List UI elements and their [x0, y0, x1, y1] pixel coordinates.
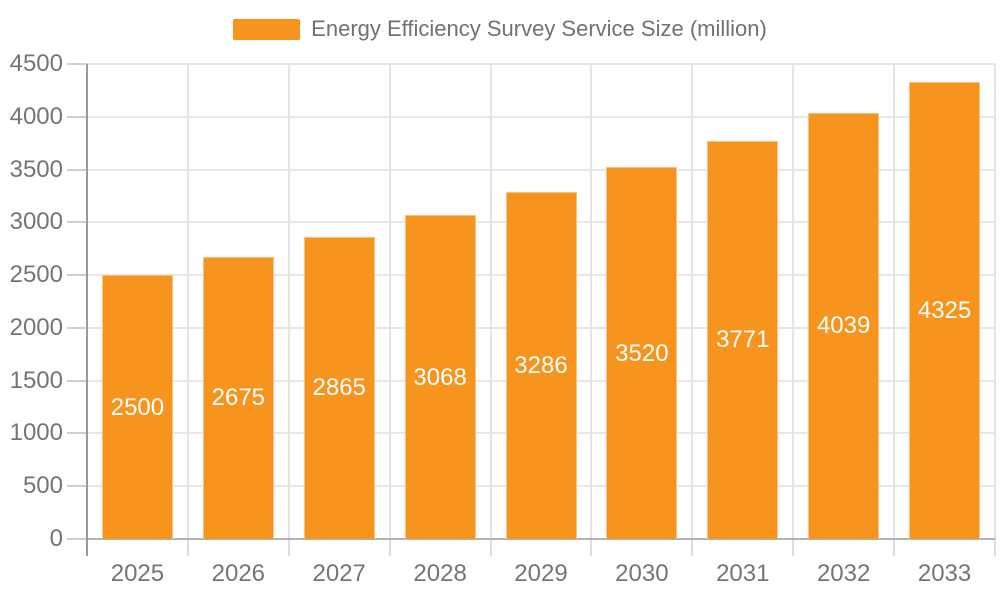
y-axis-label: 1500	[9, 366, 63, 394]
gridline-vertical	[792, 64, 795, 539]
y-axis-tick	[67, 485, 87, 488]
y-axis-label: 2500	[9, 261, 63, 289]
y-axis-label: 2000	[9, 313, 63, 341]
x-axis-label: 2030	[615, 560, 669, 587]
x-axis-label: 2028	[413, 560, 467, 587]
y-axis-label: 1000	[9, 419, 63, 447]
bar-value-label: 4325	[917, 297, 972, 325]
bar-2027[interactable]: 2865	[303, 236, 375, 539]
x-axis-tick	[691, 539, 694, 556]
bar-2030[interactable]: 3520	[606, 167, 678, 539]
gridline-vertical	[388, 64, 391, 539]
y-axis-line	[86, 64, 88, 556]
gridline-vertical	[994, 64, 996, 539]
bar-value-label: 4039	[816, 312, 871, 340]
bar-value-label: 3771	[716, 326, 770, 354]
gridline-horizontal	[87, 168, 995, 171]
x-axis-label: 2025	[110, 560, 165, 587]
y-axis-tick	[67, 274, 87, 277]
x-axis-tick	[388, 539, 391, 556]
x-axis-tick	[792, 539, 795, 556]
x-axis-label: 2032	[816, 560, 871, 587]
gridline-vertical	[691, 64, 694, 539]
y-axis-tick	[67, 538, 87, 540]
y-axis-tick	[67, 63, 87, 65]
bar-value-label: 2500	[110, 393, 165, 421]
bar-2033[interactable]: 4325	[909, 82, 981, 539]
y-axis-tick	[67, 432, 87, 435]
y-axis-label: 4500	[9, 50, 63, 77]
bar-2025[interactable]: 2500	[101, 275, 173, 539]
bar-2026[interactable]: 2675	[202, 256, 274, 539]
y-axis-label: 3000	[9, 208, 63, 236]
x-axis-tick	[893, 539, 896, 556]
y-axis-label: 3500	[9, 155, 63, 183]
gridline-vertical	[489, 64, 492, 539]
legend-swatch-icon	[233, 18, 301, 40]
gridline-horizontal	[87, 63, 995, 65]
x-axis-label: 2026	[211, 560, 266, 587]
x-axis-tick	[489, 539, 492, 556]
bar-2032[interactable]: 4039	[808, 112, 880, 539]
legend-label: Energy Efficiency Survey Service Size (m…	[311, 16, 767, 41]
x-axis-tick	[590, 539, 593, 556]
x-axis-label: 2027	[312, 560, 366, 587]
bar-value-label: 3068	[413, 363, 467, 391]
y-axis-label: 500	[22, 472, 63, 500]
x-axis-label: 2033	[917, 560, 972, 587]
y-axis-tick	[67, 115, 87, 118]
x-axis-label: 2029	[514, 560, 568, 587]
x-axis-tick	[287, 539, 290, 556]
legend[interactable]: Energy Efficiency Survey Service Size (m…	[0, 16, 1000, 42]
x-axis-label: 2031	[716, 560, 770, 587]
gridline-vertical	[186, 64, 189, 539]
y-axis-tick	[67, 379, 87, 382]
bar-value-label: 2675	[211, 384, 266, 412]
y-axis-tick	[67, 221, 87, 224]
gridline-vertical	[287, 64, 290, 539]
bar-value-label: 3520	[615, 339, 669, 367]
gridline-vertical	[590, 64, 593, 539]
y-axis-tick	[67, 326, 87, 329]
bar-value-label: 2865	[312, 374, 366, 402]
bar-value-label: 3286	[514, 352, 568, 380]
gridline-horizontal	[87, 115, 995, 118]
y-axis-label: 4000	[9, 102, 63, 130]
bar-2028[interactable]: 3068	[404, 215, 476, 539]
bar-2029[interactable]: 3286	[505, 192, 577, 539]
gridline-vertical	[893, 64, 896, 539]
x-axis-line	[87, 538, 995, 540]
y-axis-tick	[67, 168, 87, 171]
y-axis-label: 0	[49, 525, 63, 552]
x-axis-tick	[994, 539, 996, 556]
bar-2031[interactable]: 3771	[707, 140, 779, 539]
x-axis-tick	[186, 539, 189, 556]
